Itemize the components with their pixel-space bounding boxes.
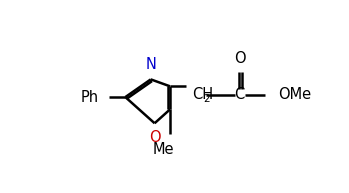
Text: Me: Me xyxy=(153,142,174,157)
Text: O: O xyxy=(149,130,161,145)
Text: OMe: OMe xyxy=(279,87,312,102)
Text: C: C xyxy=(234,87,244,102)
Text: 2: 2 xyxy=(203,94,210,104)
Text: N: N xyxy=(145,58,156,72)
Text: O: O xyxy=(234,51,246,66)
Text: Ph: Ph xyxy=(80,90,98,105)
Text: CH: CH xyxy=(192,87,214,102)
